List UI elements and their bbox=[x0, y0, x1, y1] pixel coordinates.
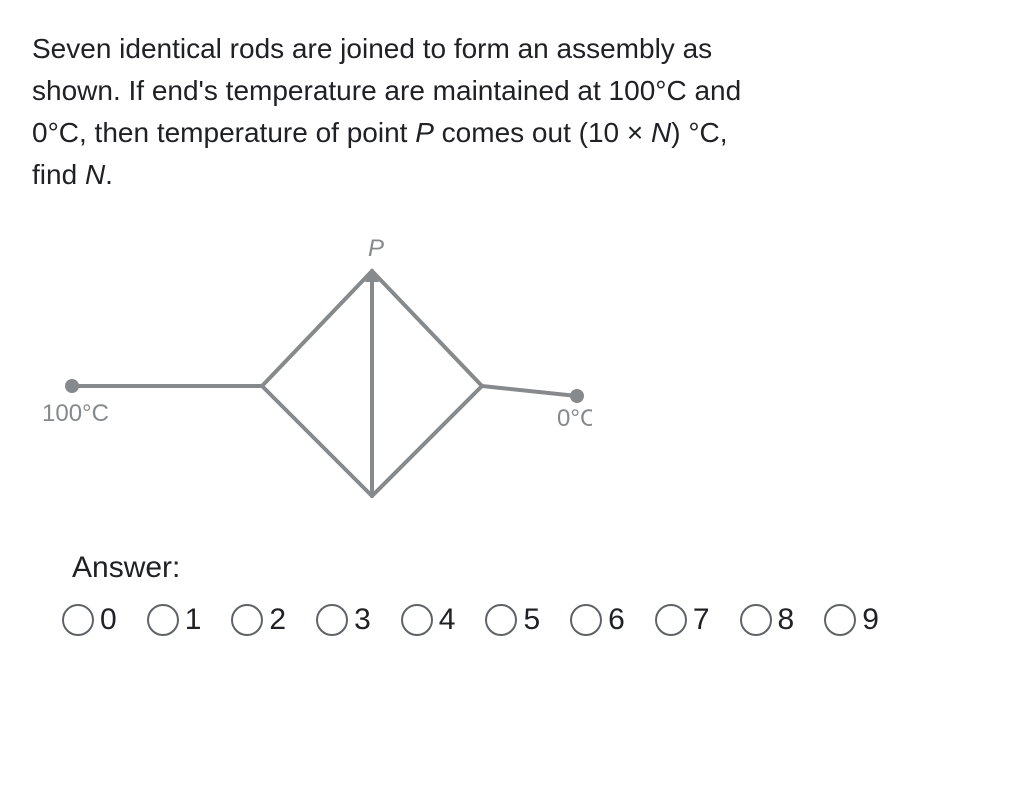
radio-icon[interactable] bbox=[147, 604, 179, 636]
q-P: P bbox=[415, 117, 434, 148]
radio-icon[interactable] bbox=[570, 604, 602, 636]
radio-icon[interactable] bbox=[316, 604, 348, 636]
q-line4a: find bbox=[32, 159, 85, 190]
option-0[interactable]: 0 bbox=[62, 603, 117, 637]
option-3[interactable]: 3 bbox=[316, 603, 371, 637]
q-line4b: . bbox=[105, 159, 113, 190]
diagram-svg: P 100°C 0°C bbox=[32, 216, 592, 516]
option-7[interactable]: 7 bbox=[655, 603, 710, 637]
option-label: 7 bbox=[693, 603, 710, 637]
radio-icon[interactable] bbox=[824, 604, 856, 636]
option-label: 0 bbox=[100, 603, 117, 637]
option-5[interactable]: 5 bbox=[485, 603, 540, 637]
option-label: 3 bbox=[354, 603, 371, 637]
option-1[interactable]: 1 bbox=[147, 603, 202, 637]
question-text: Seven identical rods are joined to form … bbox=[32, 28, 932, 196]
answer-label: Answer: bbox=[72, 551, 992, 585]
option-2[interactable]: 2 bbox=[231, 603, 286, 637]
radio-icon[interactable] bbox=[740, 604, 772, 636]
radio-icon[interactable] bbox=[62, 604, 94, 636]
option-6[interactable]: 6 bbox=[570, 603, 625, 637]
radio-icon[interactable] bbox=[401, 604, 433, 636]
radio-icon[interactable] bbox=[231, 604, 263, 636]
radio-icon[interactable] bbox=[655, 604, 687, 636]
svg-text:0°C: 0°C bbox=[557, 405, 592, 432]
option-label: 6 bbox=[608, 603, 625, 637]
option-4[interactable]: 4 bbox=[401, 603, 456, 637]
option-8[interactable]: 8 bbox=[740, 603, 795, 637]
q-line3b: comes out (10 × bbox=[434, 117, 651, 148]
options-group: 0 1 2 3 4 5 6 7 8 9 bbox=[62, 603, 962, 637]
option-label: 8 bbox=[778, 603, 795, 637]
q-line2: shown. If end's temperature are maintain… bbox=[32, 75, 741, 106]
q-N1: N bbox=[651, 117, 671, 148]
q-line3a: 0°C, then temperature of point bbox=[32, 117, 415, 148]
svg-text:P: P bbox=[368, 235, 384, 262]
option-label: 5 bbox=[523, 603, 540, 637]
option-label: 2 bbox=[269, 603, 286, 637]
svg-text:100°C: 100°C bbox=[42, 400, 109, 427]
radio-icon[interactable] bbox=[485, 604, 517, 636]
q-line1: Seven identical rods are joined to form … bbox=[32, 33, 712, 64]
option-label: 9 bbox=[862, 603, 879, 637]
option-label: 4 bbox=[439, 603, 456, 637]
option-9[interactable]: 9 bbox=[824, 603, 879, 637]
option-label: 1 bbox=[185, 603, 202, 637]
q-N2: N bbox=[85, 159, 105, 190]
q-line3c: ) °C, bbox=[671, 117, 727, 148]
diagram: P 100°C 0°C bbox=[32, 216, 992, 521]
